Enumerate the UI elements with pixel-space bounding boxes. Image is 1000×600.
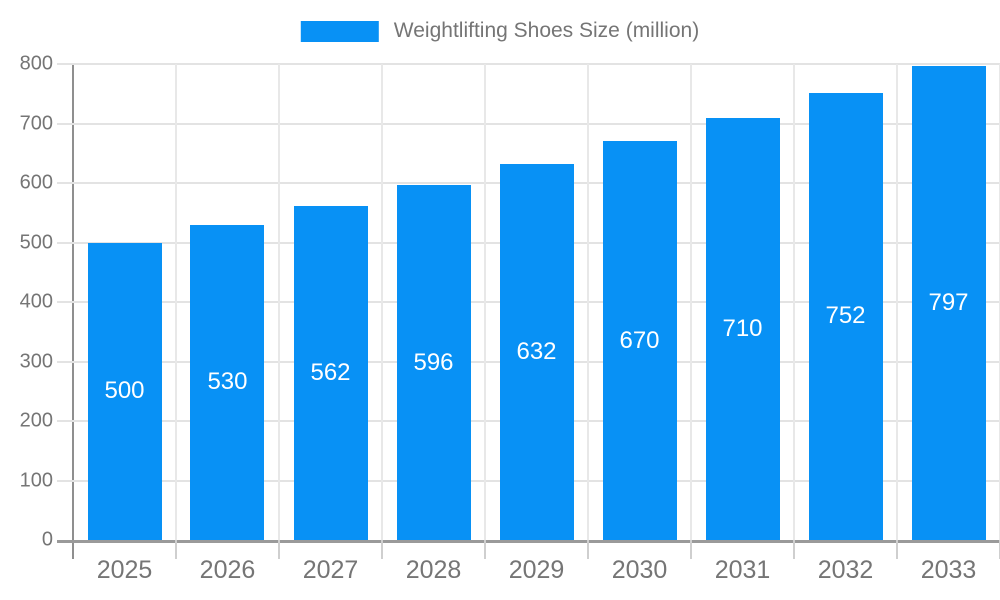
legend[interactable]: Weightlifting Shoes Size (million) bbox=[300, 19, 700, 43]
bar-2025[interactable]: 500 bbox=[87, 242, 162, 540]
bar-value-label: 797 bbox=[928, 288, 969, 316]
bar-value-label: 500 bbox=[104, 377, 145, 405]
bar-2032[interactable]: 752 bbox=[808, 92, 883, 540]
y-tick-label: 600 bbox=[19, 171, 53, 194]
y-tick-label: 700 bbox=[19, 112, 53, 134]
x-tick-label: 2028 bbox=[405, 556, 462, 584]
y-gridline bbox=[57, 122, 1000, 125]
bar-value-label: 530 bbox=[207, 368, 248, 396]
y-tick-label: 300 bbox=[19, 350, 53, 372]
x-tick-mark bbox=[587, 540, 589, 559]
x-axis-labels: 2025 2026 2027 2028 2029 2030 2031 2032 2033 bbox=[73, 556, 1000, 588]
y-gridline bbox=[57, 63, 1000, 65]
x-gridline bbox=[587, 64, 589, 540]
y-tick-label: 400 bbox=[19, 290, 53, 313]
bar-value-label: 562 bbox=[310, 358, 351, 386]
y-tick-label: 0 bbox=[41, 528, 53, 551]
y-tick-label: 100 bbox=[19, 469, 53, 491]
bar-value-label: 670 bbox=[619, 326, 660, 354]
bar-value-label: 596 bbox=[413, 348, 454, 376]
bar-2028[interactable]: 596 bbox=[396, 185, 471, 540]
legend-label: Weightlifting Shoes Size (million) bbox=[393, 19, 700, 42]
y-tick-label: 500 bbox=[19, 231, 53, 253]
plot-area: 500 530 562 596 632 670 710 752 797 bbox=[57, 63, 1000, 559]
x-tick-mark bbox=[278, 540, 280, 559]
x-tick-mark bbox=[484, 540, 486, 559]
bar-value-label: 632 bbox=[516, 337, 557, 365]
x-tick-label: 2032 bbox=[817, 556, 874, 584]
x-tick-label: 2033 bbox=[920, 556, 977, 584]
x-tick-label: 2026 bbox=[199, 556, 256, 584]
bar-value-label: 752 bbox=[825, 302, 866, 330]
bar-2031[interactable]: 710 bbox=[705, 117, 780, 540]
x-tick-label: 2031 bbox=[714, 556, 771, 584]
x-tick-mark bbox=[175, 540, 177, 559]
x-gridline bbox=[484, 64, 486, 540]
x-tick-label: 2027 bbox=[302, 556, 359, 584]
x-gridline bbox=[380, 64, 383, 540]
bar-2029[interactable]: 632 bbox=[499, 163, 574, 540]
x-tick-label: 2025 bbox=[96, 556, 153, 584]
legend-swatch-icon bbox=[300, 20, 379, 42]
bar-2030[interactable]: 670 bbox=[602, 141, 677, 540]
x-gridline bbox=[689, 64, 692, 540]
x-tick-mark bbox=[793, 540, 795, 559]
bar-2026[interactable]: 530 bbox=[190, 224, 265, 540]
y-axis-line bbox=[72, 64, 74, 559]
y-axis-labels: 0 100 200 300 400 500 600 700 800 bbox=[0, 53, 53, 551]
bar-2027[interactable]: 562 bbox=[293, 205, 368, 540]
x-tick-mark bbox=[380, 540, 383, 559]
x-tick-label: 2029 bbox=[508, 556, 565, 584]
bar-value-label: 710 bbox=[722, 314, 763, 342]
x-gridline bbox=[175, 64, 177, 540]
x-axis-line bbox=[57, 540, 1000, 543]
x-gridline bbox=[278, 64, 280, 540]
y-tick-label: 800 bbox=[19, 52, 53, 75]
bar-2033[interactable]: 797 bbox=[911, 65, 986, 540]
x-gridline bbox=[793, 64, 795, 540]
x-tick-label: 2030 bbox=[611, 556, 668, 584]
x-gridline bbox=[896, 64, 898, 540]
x-tick-mark bbox=[689, 540, 692, 559]
x-tick-mark bbox=[896, 540, 898, 559]
y-tick-label: 200 bbox=[19, 409, 53, 432]
